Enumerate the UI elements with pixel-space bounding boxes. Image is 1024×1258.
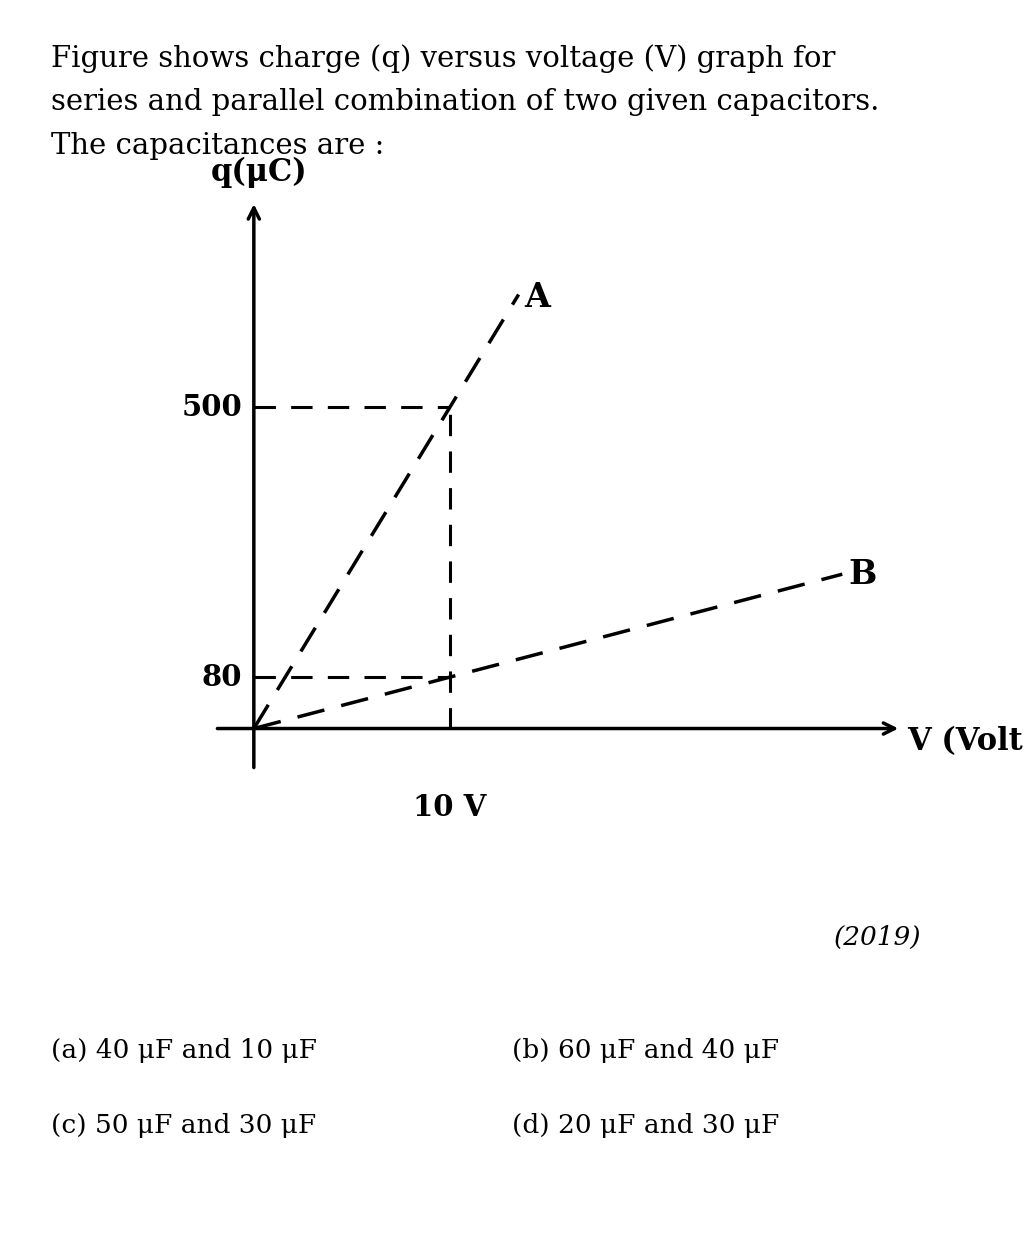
Text: Figure shows charge (q) versus voltage (V) graph for: Figure shows charge (q) versus voltage (…: [51, 44, 836, 73]
Text: (b) 60 μF and 40 μF: (b) 60 μF and 40 μF: [512, 1038, 779, 1063]
Text: V (Volt): V (Volt): [907, 726, 1024, 757]
Text: (2019): (2019): [835, 925, 922, 950]
Text: 10 V: 10 V: [414, 793, 486, 821]
Text: (c) 50 μF and 30 μF: (c) 50 μF and 30 μF: [51, 1113, 316, 1138]
Text: 500: 500: [181, 392, 242, 421]
Text: (d) 20 μF and 30 μF: (d) 20 μF and 30 μF: [512, 1113, 779, 1138]
Text: The capacitances are :: The capacitances are :: [51, 132, 385, 160]
Text: series and parallel combination of two given capacitors.: series and parallel combination of two g…: [51, 88, 880, 116]
Text: B: B: [848, 557, 877, 591]
Text: (a) 40 μF and 10 μF: (a) 40 μF and 10 μF: [51, 1038, 317, 1063]
Text: 80: 80: [202, 663, 242, 692]
Text: A: A: [524, 281, 550, 313]
Text: q(μC): q(μC): [211, 157, 307, 189]
